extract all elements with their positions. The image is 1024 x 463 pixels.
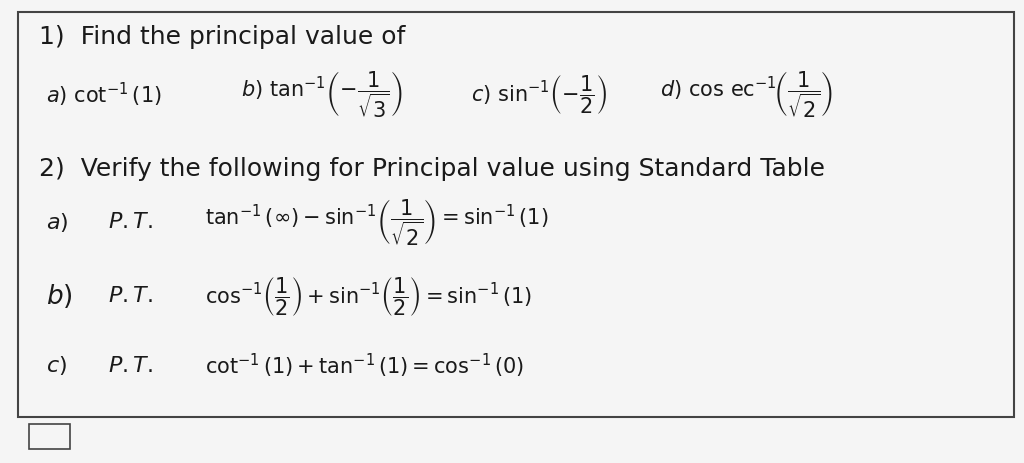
Text: $P.T.$: $P.T.$ — [108, 356, 153, 376]
Text: $\cos^{-1}\!\left(\dfrac{1}{2}\right) + \sin^{-1}\!\left(\dfrac{1}{2}\right) = \: $\cos^{-1}\!\left(\dfrac{1}{2}\right) + … — [205, 275, 532, 318]
Text: $a)$: $a)$ — [46, 211, 69, 234]
Text: 2)  Verify the following for Principal value using Standard Table: 2) Verify the following for Principal va… — [39, 157, 825, 181]
Text: $P.T.$: $P.T.$ — [108, 286, 153, 307]
Text: $\tan^{-1}(\infty) - \sin^{-1}\!\left(\dfrac{1}{\sqrt{2}}\right) = \sin^{-1}(1)$: $\tan^{-1}(\infty) - \sin^{-1}\!\left(\d… — [205, 197, 549, 248]
Bar — [18, 12, 1014, 417]
Text: $c)$: $c)$ — [46, 354, 67, 377]
Bar — [29, 424, 70, 449]
Text: $b)\ \tan^{-1}\!\left(-\dfrac{1}{\sqrt{3}}\right)$: $b)\ \tan^{-1}\!\left(-\dfrac{1}{\sqrt{3… — [241, 69, 402, 120]
Text: $\cot^{-1}(1) + \tan^{-1}(1) = \cos^{-1}(0)$: $\cot^{-1}(1) + \tan^{-1}(1) = \cos^{-1}… — [205, 352, 524, 380]
Text: $d)\ \cos\,\mathrm{ec}^{-1}\!\left(\dfrac{1}{\sqrt{2}}\right)$: $d)\ \cos\,\mathrm{ec}^{-1}\!\left(\dfra… — [660, 69, 834, 120]
Text: $b)$: $b)$ — [46, 282, 73, 310]
Text: $a)\ \cot^{-1}(1)$: $a)\ \cot^{-1}(1)$ — [46, 81, 162, 109]
Text: $c)\ \sin^{-1}\!\left(-\dfrac{1}{2}\right)$: $c)\ \sin^{-1}\!\left(-\dfrac{1}{2}\righ… — [471, 74, 607, 116]
Text: 1)  Find the principal value of: 1) Find the principal value of — [39, 25, 406, 50]
Text: $P.T.$: $P.T.$ — [108, 212, 153, 232]
